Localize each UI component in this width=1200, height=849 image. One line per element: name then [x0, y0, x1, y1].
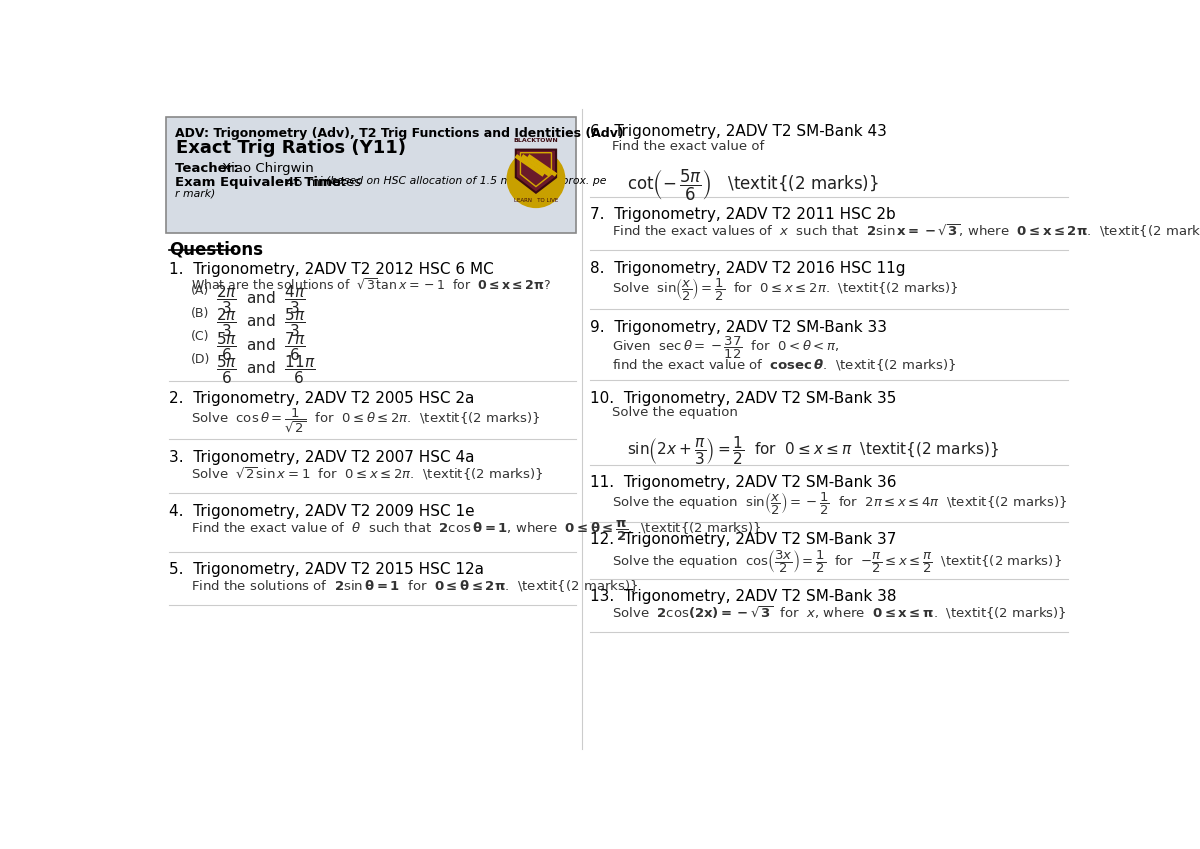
- Text: (B): (B): [191, 306, 210, 320]
- Text: r mark): r mark): [175, 188, 215, 199]
- Text: Questions: Questions: [169, 240, 263, 258]
- Text: $\dfrac{2\pi}{3}$  and  $\dfrac{5\pi}{3}$: $\dfrac{2\pi}{3}$ and $\dfrac{5\pi}{3}$: [216, 306, 306, 340]
- Circle shape: [506, 149, 565, 208]
- Text: 4.  Trigonometry, 2ADV T2 2009 HSC 1e: 4. Trigonometry, 2ADV T2 2009 HSC 1e: [169, 503, 475, 519]
- FancyBboxPatch shape: [166, 117, 576, 233]
- Text: 12.  Trigonometry, 2ADV T2 SM-Bank 37: 12. Trigonometry, 2ADV T2 SM-Bank 37: [590, 532, 896, 548]
- Text: Solve  $\sin\!\left(\dfrac{x}{2}\right) = \dfrac{1}{2}$  for  $0 \leq x \leq 2\p: Solve $\sin\!\left(\dfrac{x}{2}\right) =…: [612, 277, 959, 303]
- Text: 8.  Trigonometry, 2ADV T2 2016 HSC 11g: 8. Trigonometry, 2ADV T2 2016 HSC 11g: [590, 261, 906, 276]
- Text: 11.  Trigonometry, 2ADV T2 SM-Bank 36: 11. Trigonometry, 2ADV T2 SM-Bank 36: [590, 475, 896, 491]
- Text: Find the solutions of  $\mathbf{2\sin\theta = 1}$  for  $\mathbf{0 \leq \theta \: Find the solutions of $\mathbf{2\sin\the…: [191, 577, 638, 593]
- Text: (C): (C): [191, 329, 210, 343]
- Text: $\dfrac{2\pi}{3}$  and  $\dfrac{4\pi}{3}$: $\dfrac{2\pi}{3}$ and $\dfrac{4\pi}{3}$: [216, 284, 306, 317]
- Text: 7.  Trigonometry, 2ADV T2 2011 HSC 2b: 7. Trigonometry, 2ADV T2 2011 HSC 2b: [590, 207, 896, 222]
- Text: ADV: Trigonometry (Adv), T2 Trig Functions and Identities (Adv): ADV: Trigonometry (Adv), T2 Trig Functio…: [175, 127, 624, 139]
- Text: Solve  $\sqrt{2}\sin x = 1$  for  $0 \leq x \leq 2\pi$.  \textit{(2 marks)}: Solve $\sqrt{2}\sin x = 1$ for $0 \leq x…: [191, 465, 544, 483]
- Text: 1.  Trigonometry, 2ADV T2 2012 HSC 6 MC: 1. Trigonometry, 2ADV T2 2012 HSC 6 MC: [169, 262, 494, 277]
- Text: What are the solutions of  $\sqrt{3}\tan x = -1$  for  $\mathbf{0 \leq x \leq 2\: What are the solutions of $\sqrt{3}\tan …: [191, 278, 551, 293]
- Text: Find the exact value of  $\theta$  such that  $\mathbf{2\cos\theta = 1}$, where : Find the exact value of $\theta$ such th…: [191, 520, 762, 543]
- Text: 5.  Trigonometry, 2ADV T2 2015 HSC 12a: 5. Trigonometry, 2ADV T2 2015 HSC 12a: [169, 562, 485, 577]
- Text: find the exact value of  $\mathbf{cosec}\,\boldsymbol{\theta}$.  \textit{(2 mark: find the exact value of $\mathbf{cosec}\…: [612, 357, 956, 373]
- Text: LEARN   TO LIVE: LEARN TO LIVE: [514, 198, 558, 203]
- Text: Given  $\sec\theta = -\dfrac{37}{12}$  for  $0 < \theta < \pi$,: Given $\sec\theta = -\dfrac{37}{12}$ for…: [612, 335, 839, 362]
- Text: 10.  Trigonometry, 2ADV T2 SM-Bank 35: 10. Trigonometry, 2ADV T2 SM-Bank 35: [590, 391, 896, 406]
- Text: $\dfrac{5\pi}{6}$  and  $\dfrac{7\pi}{6}$: $\dfrac{5\pi}{6}$ and $\dfrac{7\pi}{6}$: [216, 329, 306, 363]
- Text: Exam Equivalent Time:: Exam Equivalent Time:: [175, 176, 350, 188]
- Text: Exact Trig Ratios (Y11): Exact Trig Ratios (Y11): [176, 139, 407, 157]
- Text: Find the exact values of  $x$  such that  $\mathbf{2\sin x = -\sqrt{3}}$, where : Find the exact values of $x$ such that $…: [612, 222, 1200, 240]
- Text: Solve  $\cos\theta = \dfrac{1}{\sqrt{2}}$  for  $0 \leq \theta \leq 2\pi$.  \tex: Solve $\cos\theta = \dfrac{1}{\sqrt{2}}$…: [191, 407, 540, 436]
- Text: 13.  Trigonometry, 2ADV T2 SM-Bank 38: 13. Trigonometry, 2ADV T2 SM-Bank 38: [590, 589, 896, 604]
- Text: Solve  $\mathbf{2\cos(2x) = -\sqrt{3}}$  for  $x$, where  $\mathbf{0 \leq x \leq: Solve $\mathbf{2\cos(2x) = -\sqrt{3}}$ f…: [612, 604, 1067, 622]
- Text: 6.  Trigonometry, 2ADV T2 SM-Bank 43: 6. Trigonometry, 2ADV T2 SM-Bank 43: [590, 124, 887, 139]
- Text: Xiao Chirgwin: Xiao Chirgwin: [222, 162, 314, 175]
- Text: 9.  Trigonometry, 2ADV T2 SM-Bank 33: 9. Trigonometry, 2ADV T2 SM-Bank 33: [590, 320, 887, 335]
- Text: $\sin\!\left(2x + \dfrac{\pi}{3}\right) = \dfrac{1}{2}$  for  $0 \leq x \leq \pi: $\sin\!\left(2x + \dfrac{\pi}{3}\right) …: [628, 434, 1000, 466]
- Text: (based on HSC allocation of 1.5 minutes approx. pe: (based on HSC allocation of 1.5 minutes …: [326, 176, 606, 186]
- Polygon shape: [516, 149, 556, 193]
- Text: Solve the equation  $\cos\!\left(\dfrac{3x}{2}\right) = \dfrac{1}{2}$  for  $-\d: Solve the equation $\cos\!\left(\dfrac{3…: [612, 548, 1062, 575]
- Text: Find the exact value of: Find the exact value of: [612, 139, 764, 153]
- Text: Solve the equation  $\sin\!\left(\dfrac{x}{2}\right) = -\dfrac{1}{2}$  for  $2\p: Solve the equation $\sin\!\left(\dfrac{x…: [612, 491, 1067, 517]
- Text: (A): (A): [191, 284, 209, 296]
- Text: 3.  Trigonometry, 2ADV T2 2007 HSC 4a: 3. Trigonometry, 2ADV T2 2007 HSC 4a: [169, 450, 475, 465]
- Text: Solve the equation: Solve the equation: [612, 406, 738, 419]
- Text: Teacher:: Teacher:: [175, 162, 244, 175]
- Text: $\cot\!\left(-\,\dfrac{5\pi}{6}\right)$   \textit{(2 marks)}: $\cot\!\left(-\,\dfrac{5\pi}{6}\right)$ …: [628, 167, 880, 203]
- Text: $\dfrac{5\pi}{6}$  and  $\dfrac{11\pi}{6}$: $\dfrac{5\pi}{6}$ and $\dfrac{11\pi}{6}$: [216, 353, 316, 385]
- Text: BLACKTOWN: BLACKTOWN: [514, 138, 558, 143]
- Text: 2.  Trigonometry, 2ADV T2 2005 HSC 2a: 2. Trigonometry, 2ADV T2 2005 HSC 2a: [169, 391, 475, 407]
- Text: (D): (D): [191, 353, 210, 366]
- Text: 45 minutes: 45 minutes: [286, 176, 365, 188]
